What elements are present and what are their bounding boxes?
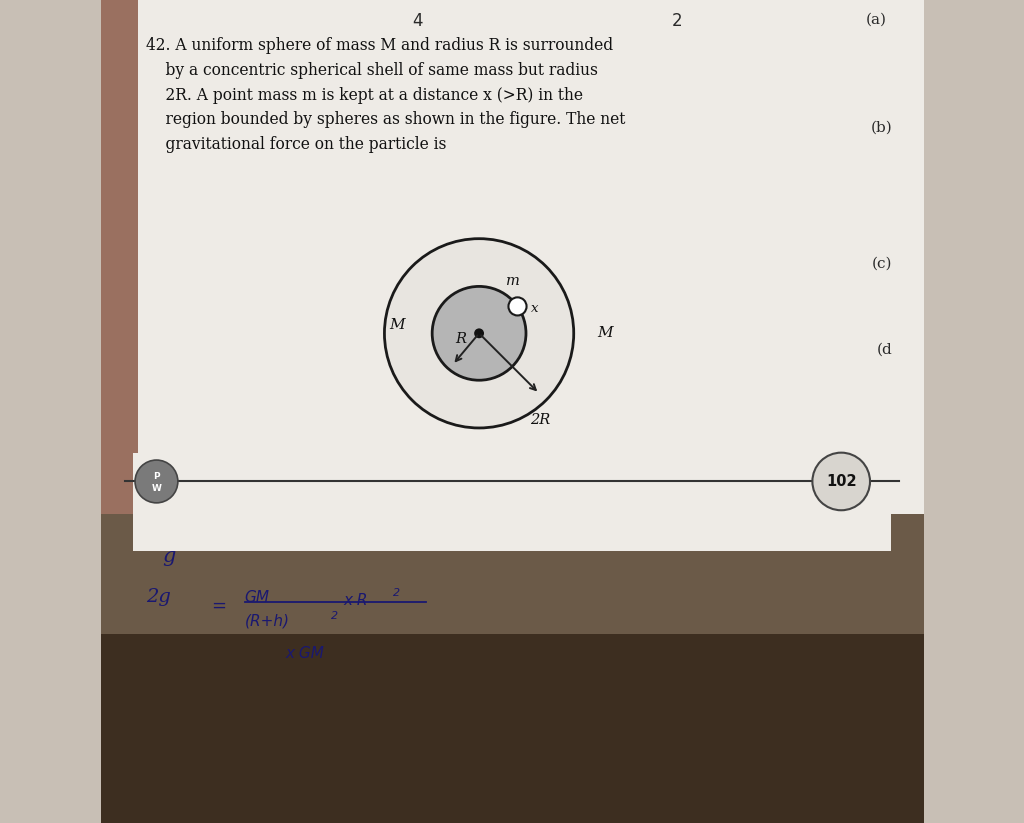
Text: =: =: [212, 597, 226, 615]
Text: W: W: [152, 485, 162, 493]
Circle shape: [384, 239, 573, 428]
Text: M: M: [597, 326, 612, 341]
Bar: [100, 0, 924, 514]
Text: 4: 4: [412, 12, 423, 30]
Circle shape: [509, 297, 526, 315]
Text: g: g: [162, 547, 175, 566]
Text: M: M: [389, 318, 404, 332]
Text: 2: 2: [672, 12, 682, 30]
Circle shape: [135, 460, 178, 503]
Text: (b): (b): [870, 120, 892, 135]
Bar: [100, 0, 137, 514]
Text: x: x: [530, 302, 539, 315]
Text: (a): (a): [865, 12, 887, 26]
Bar: [100, 634, 924, 823]
Text: P: P: [154, 472, 160, 481]
Circle shape: [474, 328, 484, 338]
Text: 42. A uniform sphere of mass M and radius R is surrounded
    by a concentric sp: 42. A uniform sphere of mass M and radiu…: [145, 37, 625, 153]
Text: x R: x R: [343, 593, 368, 607]
Circle shape: [812, 453, 870, 510]
Text: (R+h): (R+h): [245, 613, 290, 628]
Bar: [133, 453, 891, 551]
Text: 102: 102: [826, 474, 856, 489]
Text: R: R: [456, 332, 467, 346]
Text: x GM: x GM: [286, 646, 325, 661]
Text: 2: 2: [331, 611, 338, 621]
Text: 2R: 2R: [530, 412, 550, 427]
Text: (c): (c): [871, 256, 892, 271]
Bar: [100, 514, 924, 823]
Text: 2g: 2g: [145, 588, 171, 607]
Text: 2: 2: [392, 588, 399, 598]
Circle shape: [432, 286, 526, 380]
Text: m: m: [507, 274, 520, 288]
Text: (d: (d: [877, 342, 892, 357]
Text: GM: GM: [245, 590, 269, 605]
